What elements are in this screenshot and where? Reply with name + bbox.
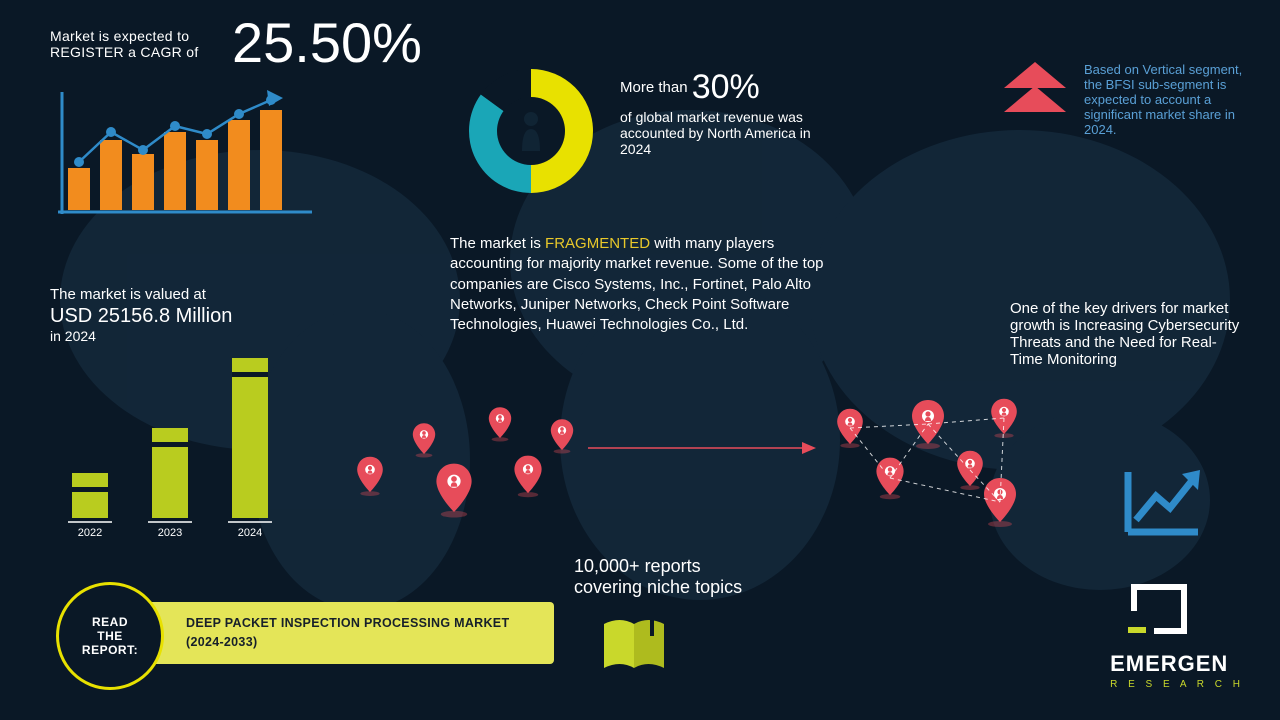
reports-block: 10,000+ reports covering niche topics bbox=[574, 556, 742, 598]
cta-c1: READ bbox=[92, 615, 128, 629]
valuation-line2: in 2024 bbox=[50, 328, 310, 344]
cagr-chart bbox=[54, 82, 324, 222]
valuation-block: The market is valued at USD 25156.8 Mill… bbox=[50, 286, 310, 344]
svg-text:2022: 2022 bbox=[78, 527, 102, 539]
valuation-chart: 2022 2023 2024 bbox=[56, 350, 316, 540]
cta[interactable]: DEEP PACKET INSPECTION PROCESSING MARKET… bbox=[56, 582, 556, 682]
cagr-block: Market is expected to REGISTER a CAGR of bbox=[50, 28, 199, 60]
cta-c2: THE bbox=[97, 629, 123, 643]
trend-up-icon bbox=[1120, 464, 1210, 544]
valuation-line1: The market is valued at bbox=[50, 286, 310, 303]
fragmented-text: The market is FRAGMENTED with many playe… bbox=[450, 234, 830, 335]
donut-caption: More than 30% of global market revenue w… bbox=[620, 68, 830, 157]
donut-chart bbox=[456, 56, 606, 206]
donut-big: 30% bbox=[692, 68, 760, 106]
cta-bar: DEEP PACKET INSPECTION PROCESSING MARKET… bbox=[124, 602, 554, 664]
cta-c3: REPORT: bbox=[82, 643, 138, 657]
frag-pre: The market is bbox=[450, 235, 545, 252]
chevron-up-icon bbox=[1000, 62, 1070, 126]
map-pins-network bbox=[820, 378, 1040, 528]
cagr-intro-2: REGISTER a CAGR of bbox=[50, 44, 199, 60]
frag-keyword: FRAGMENTED bbox=[545, 235, 650, 252]
bfsi-text: Based on Vertical segment, the BFSI sub-… bbox=[1084, 62, 1254, 137]
svg-text:2023: 2023 bbox=[158, 527, 182, 539]
logo-name: EMERGEN bbox=[1110, 651, 1244, 677]
cagr-intro-1: Market is expected to bbox=[50, 28, 199, 44]
reports-line1: 10,000+ reports bbox=[574, 556, 742, 577]
logo-mark-icon bbox=[1124, 581, 1198, 645]
cagr-value: 25.50% bbox=[232, 10, 422, 75]
infographic-canvas: Market is expected to REGISTER a CAGR of… bbox=[0, 0, 1280, 720]
donut-lead: More than bbox=[620, 79, 692, 96]
logo-sub: R E S E A R C H bbox=[1110, 679, 1244, 690]
svg-text:2024: 2024 bbox=[238, 527, 262, 539]
reports-line2: covering niche topics bbox=[574, 577, 742, 598]
donut-rest: of global market revenue was accounted b… bbox=[620, 109, 830, 157]
arrow-right-icon bbox=[588, 438, 818, 458]
map-pins-scattered bbox=[330, 380, 590, 520]
cta-title: DEEP PACKET INSPECTION PROCESSING MARKET… bbox=[186, 614, 526, 652]
book-icon bbox=[600, 616, 670, 678]
cta-circle: READ THE REPORT: bbox=[56, 582, 164, 690]
driver-text: One of the key drivers for market growth… bbox=[1010, 300, 1240, 368]
brand-logo: EMERGEN R E S E A R C H bbox=[1110, 581, 1244, 690]
valuation-value: USD 25156.8 Million bbox=[50, 305, 310, 328]
